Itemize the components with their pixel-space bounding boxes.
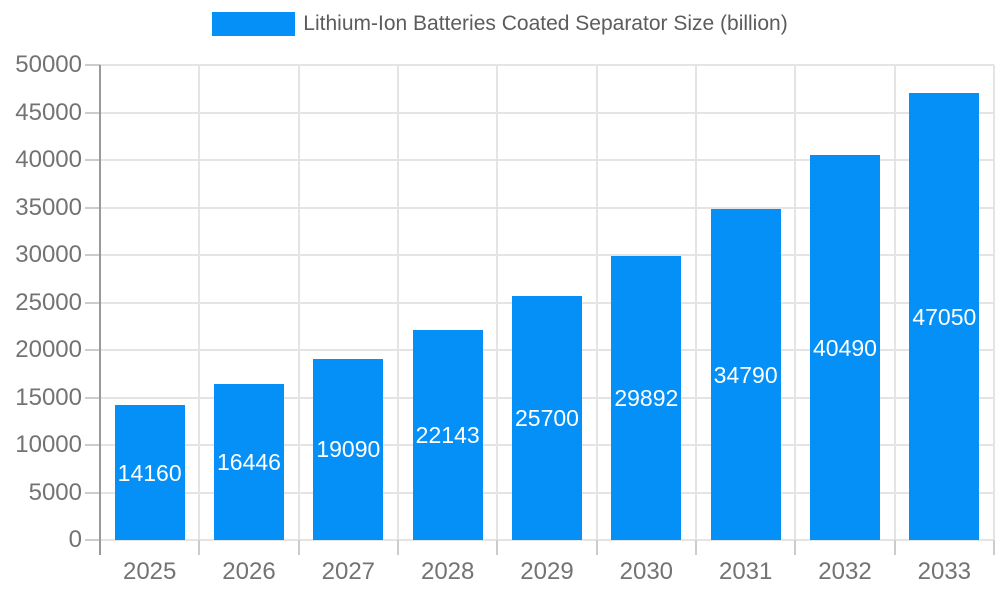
y-gridline bbox=[100, 64, 994, 66]
bar-value-label: 19090 bbox=[316, 436, 381, 463]
y-gridline bbox=[100, 159, 994, 161]
x-gridline bbox=[695, 65, 697, 540]
bar-value-label: 16446 bbox=[217, 448, 281, 475]
x-tick bbox=[893, 540, 896, 555]
x-axis-tick-label: 2029 bbox=[520, 558, 574, 585]
bar bbox=[512, 295, 582, 540]
y-axis-tick-label: 25000 bbox=[15, 288, 82, 316]
y-axis-tick-label: 50000 bbox=[15, 51, 82, 78]
bar-value-label: 29892 bbox=[614, 385, 679, 411]
bar bbox=[313, 358, 384, 540]
y-gridline bbox=[100, 254, 994, 256]
y-tick bbox=[85, 491, 100, 494]
y-tick bbox=[85, 159, 100, 161]
x-tick bbox=[297, 540, 300, 555]
y-tick bbox=[85, 396, 100, 399]
y-gridline bbox=[100, 539, 994, 541]
x-gridline bbox=[595, 65, 598, 540]
bar bbox=[810, 155, 880, 540]
y-axis-tick-label: 35000 bbox=[15, 193, 82, 221]
legend-label: Lithium-Ion Batteries Coated Separator S… bbox=[303, 12, 788, 35]
x-gridline bbox=[794, 65, 797, 540]
x-axis-tick-label: 2026 bbox=[222, 558, 276, 585]
x-axis-tick-label: 2027 bbox=[321, 558, 376, 585]
x-gridline bbox=[198, 65, 201, 540]
x-gridline bbox=[893, 65, 896, 540]
bar-value-label: 34790 bbox=[713, 361, 778, 388]
y-tick bbox=[85, 444, 100, 446]
bar bbox=[710, 209, 781, 540]
y-tick bbox=[85, 539, 100, 541]
x-axis-tick-label: 2031 bbox=[718, 558, 773, 585]
y-axis-tick-label: 20000 bbox=[15, 336, 82, 363]
bar-value-label: 25700 bbox=[515, 404, 579, 431]
x-axis-tick-label: 2030 bbox=[619, 558, 674, 585]
y-axis-tick-label: 30000 bbox=[15, 241, 82, 268]
x-tick bbox=[496, 540, 499, 555]
bar bbox=[214, 383, 284, 540]
x-tick bbox=[198, 540, 201, 555]
y-gridline bbox=[100, 206, 994, 209]
y-gridline bbox=[100, 111, 994, 114]
bar bbox=[412, 329, 483, 540]
legend-swatch bbox=[212, 12, 296, 36]
y-axis-line bbox=[99, 65, 101, 555]
y-tick bbox=[85, 349, 100, 351]
y-axis-tick-label: 5000 bbox=[28, 478, 82, 506]
bar bbox=[611, 256, 682, 540]
y-tick bbox=[85, 301, 100, 304]
x-tick bbox=[595, 540, 598, 555]
y-axis-tick-label: 15000 bbox=[15, 383, 82, 411]
y-axis-tick-label: 0 bbox=[68, 526, 82, 553]
x-axis-tick-label: 2032 bbox=[818, 558, 872, 585]
bar-value-label: 14160 bbox=[117, 459, 182, 486]
legend: Lithium-Ion Batteries Coated Separator S… bbox=[0, 12, 1000, 36]
bar-value-label: 47050 bbox=[912, 303, 977, 330]
x-axis-tick-label: 2025 bbox=[122, 558, 177, 585]
y-tick bbox=[85, 64, 100, 66]
y-axis-tick-label: 10000 bbox=[15, 431, 82, 458]
bar-value-label: 22143 bbox=[415, 421, 480, 448]
y-tick bbox=[85, 111, 100, 114]
x-tick bbox=[794, 540, 797, 555]
x-tick bbox=[695, 540, 697, 555]
y-axis-tick-label: 40000 bbox=[15, 146, 82, 173]
y-tick bbox=[85, 206, 100, 209]
x-axis-tick-label: 2033 bbox=[917, 558, 972, 585]
bar-value-label: 40490 bbox=[813, 334, 877, 361]
x-gridline bbox=[397, 65, 399, 540]
x-gridline bbox=[993, 65, 995, 540]
x-axis-tick-label: 2028 bbox=[420, 558, 475, 585]
x-tick bbox=[397, 540, 399, 555]
bar bbox=[909, 93, 980, 540]
x-gridline bbox=[496, 65, 499, 540]
y-tick bbox=[85, 254, 100, 256]
x-tick bbox=[993, 540, 995, 555]
bar bbox=[114, 405, 185, 540]
x-gridline bbox=[297, 65, 300, 540]
y-axis-tick-label: 45000 bbox=[15, 98, 82, 126]
